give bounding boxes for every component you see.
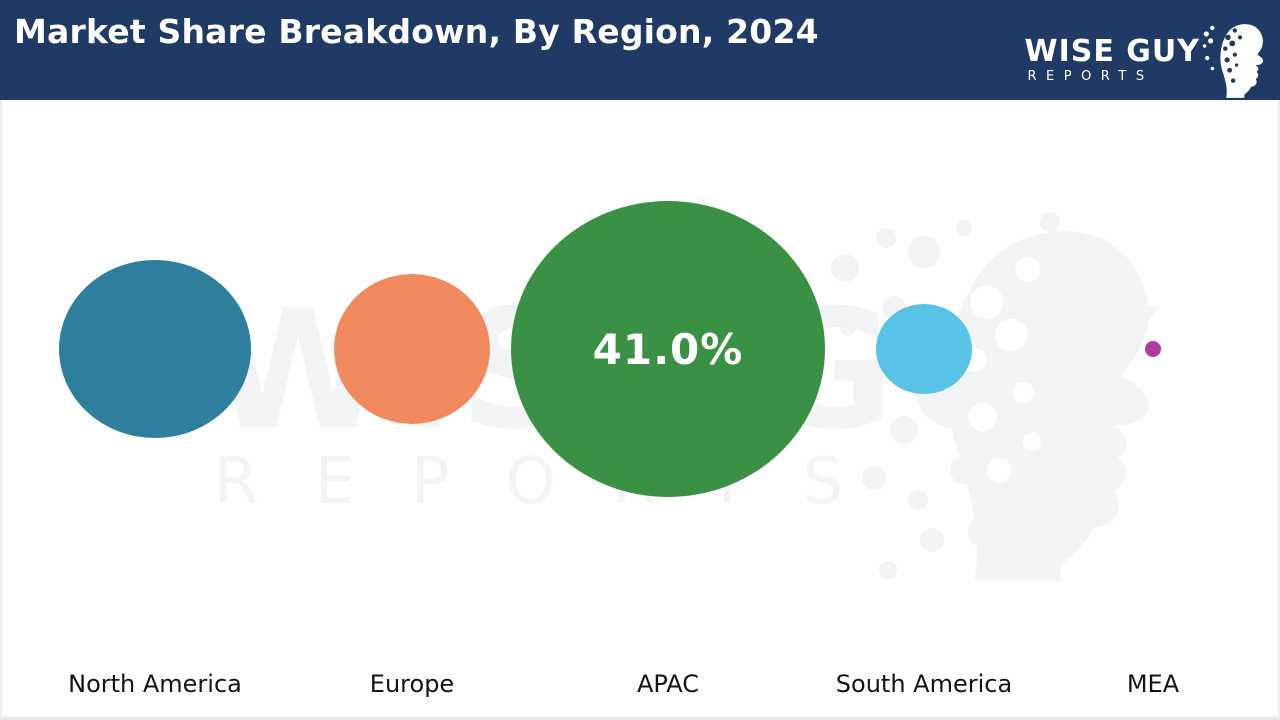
category-label-europe: Europe bbox=[369, 670, 455, 698]
bubble-north-america bbox=[59, 260, 251, 438]
page-title: Market Share Breakdown, By Region, 2024 bbox=[14, 12, 819, 51]
apac-value-label: 41.0% bbox=[592, 324, 744, 374]
category-label-apac: APAC bbox=[636, 670, 700, 698]
bubble-mea bbox=[1145, 341, 1161, 357]
head-silhouette-icon bbox=[1202, 24, 1264, 98]
category-label-north-america: North America bbox=[68, 670, 242, 698]
bubble-europe bbox=[334, 274, 490, 424]
category-label-mea: MEA bbox=[1126, 670, 1180, 698]
logo-text: WISE GUY REPORTS bbox=[1024, 35, 1200, 84]
watermark-dot-cloud bbox=[831, 212, 1072, 579]
bubble-chart: WISE GUY REPORTS bbox=[0, 100, 1280, 720]
watermark-head-silhouette bbox=[947, 231, 1150, 582]
bubble-south-america bbox=[876, 304, 972, 394]
header-bar: Market Share Breakdown, By Region, 2024 … bbox=[0, 0, 1280, 100]
wise-guy-logo: WISE GUY REPORTS bbox=[1024, 16, 1266, 102]
bubble-apac: 41.0% bbox=[511, 201, 825, 497]
category-label-south-america: South America bbox=[835, 670, 1013, 698]
logo-tagline: REPORTS bbox=[1027, 68, 1154, 84]
logo-wordmark: WISE GUY bbox=[1024, 33, 1200, 69]
watermark-tagline: REPORTS bbox=[214, 445, 899, 519]
